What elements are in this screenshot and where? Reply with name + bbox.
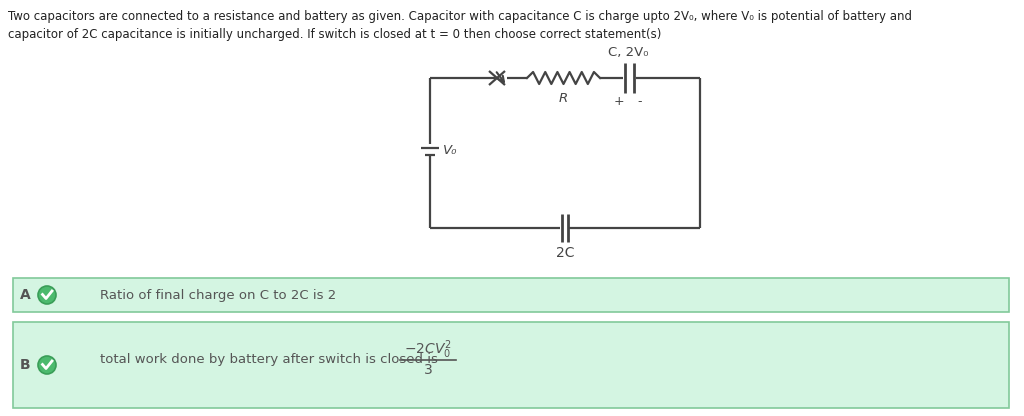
Circle shape: [38, 286, 56, 304]
Text: +: +: [613, 95, 625, 108]
Text: -: -: [638, 95, 642, 108]
Bar: [13, 278, 1009, 312]
Text: total work done by battery after switch is closed is: total work done by battery after switch …: [100, 354, 442, 366]
Text: Ratio of final charge on C to 2C is 2: Ratio of final charge on C to 2C is 2: [100, 289, 336, 302]
Bar: [13, 322, 1009, 408]
Circle shape: [38, 356, 56, 374]
Text: A: A: [20, 288, 31, 302]
Text: 3: 3: [424, 363, 432, 377]
Text: capacitor of 2C capacitance is initially uncharged. If switch is closed at t = 0: capacitor of 2C capacitance is initially…: [8, 28, 662, 41]
Text: Two capacitors are connected to a resistance and battery as given. Capacitor wit: Two capacitors are connected to a resist…: [8, 10, 912, 23]
Text: 2C: 2C: [556, 246, 574, 260]
Text: $-2CV_0^2$: $-2CV_0^2$: [404, 339, 452, 362]
Text: R: R: [559, 92, 568, 105]
Text: B: B: [20, 358, 31, 372]
Text: V₀: V₀: [443, 144, 458, 158]
Text: C, 2V₀: C, 2V₀: [608, 46, 648, 59]
